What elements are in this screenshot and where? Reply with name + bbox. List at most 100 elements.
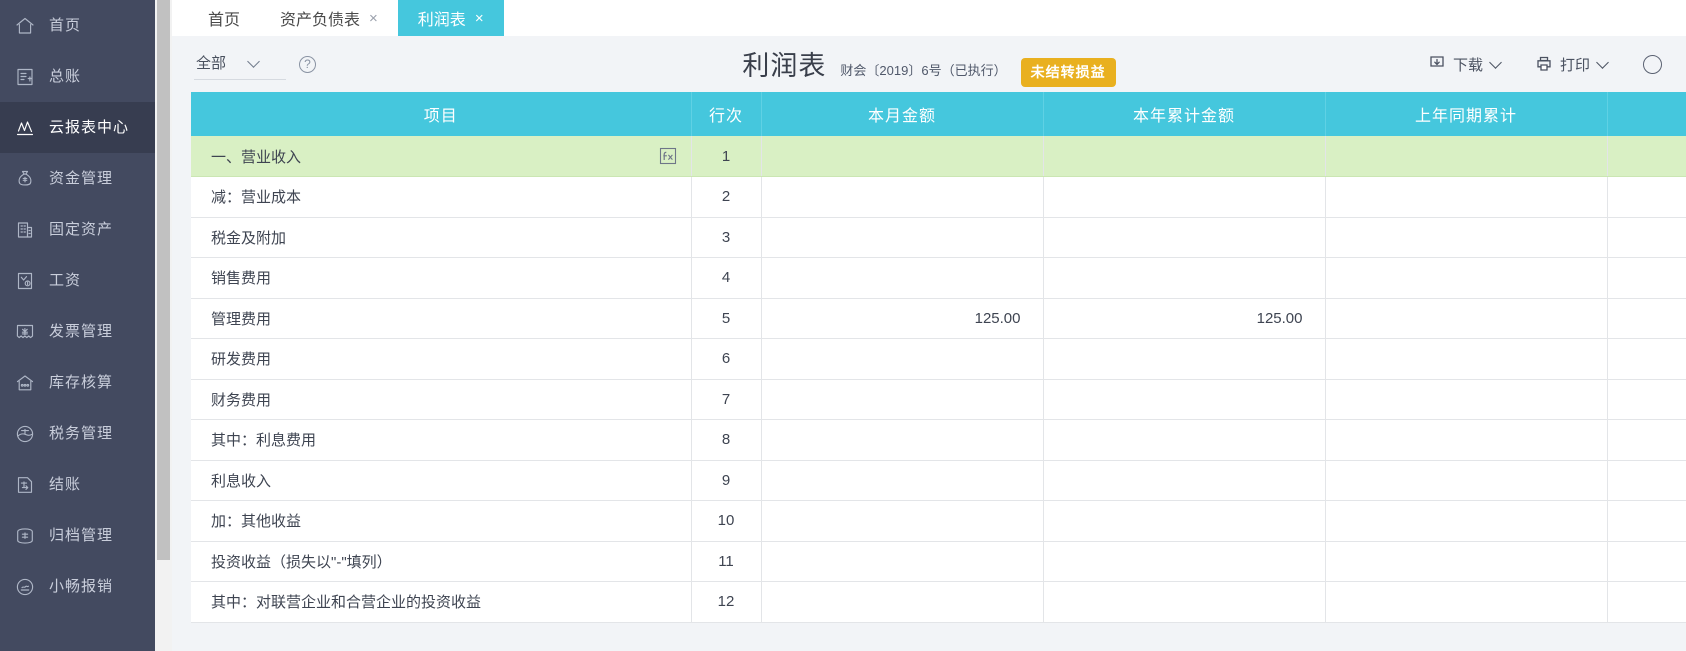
row-item-name[interactable]: 投资收益（损失以"-"填列） xyxy=(191,541,692,582)
row-value-month[interactable] xyxy=(761,257,1044,299)
sidebar-item-10[interactable]: 归档管理 xyxy=(0,510,155,561)
row-value-prev[interactable] xyxy=(1325,460,1608,501)
row-value-month[interactable] xyxy=(761,541,1044,582)
row-value-month[interactable] xyxy=(761,379,1044,420)
download-button[interactable]: 下载 xyxy=(1429,54,1502,75)
row-overflow-cell[interactable] xyxy=(1607,257,1686,299)
tab-2[interactable]: 利润表 × xyxy=(397,0,504,36)
row-item-name[interactable]: 利息收入 xyxy=(191,460,692,501)
row-value-prev[interactable] xyxy=(1325,298,1608,339)
row-value-prev[interactable] xyxy=(1325,500,1608,542)
row-item-name[interactable]: 减：营业成本 xyxy=(191,176,692,218)
row-item-name[interactable]: 加：其他收益 xyxy=(191,500,692,542)
row-value-year[interactable] xyxy=(1043,581,1326,623)
table-row[interactable]: 管理费用 5 125.00 125.00 xyxy=(191,298,1686,339)
row-value-year[interactable] xyxy=(1043,257,1326,299)
table-row[interactable]: 一、营业收入 1 xyxy=(191,136,1686,177)
row-value-month[interactable] xyxy=(761,176,1044,218)
row-overflow-cell[interactable] xyxy=(1607,136,1686,177)
row-item-name[interactable]: 其中：对联营企业和合营企业的投资收益 xyxy=(191,581,692,623)
row-value-month[interactable] xyxy=(761,460,1044,501)
sidebar-item-5[interactable]: 工资 xyxy=(0,255,155,306)
column-header-3[interactable]: 本年累计金额 xyxy=(1043,92,1326,136)
row-value-month[interactable] xyxy=(761,419,1044,461)
row-value-year[interactable] xyxy=(1043,176,1326,218)
sidebar-item-9[interactable]: 结账 xyxy=(0,459,155,510)
help-icon[interactable]: ? xyxy=(299,55,316,73)
row-item-name[interactable]: 一、营业收入 xyxy=(191,136,692,177)
row-overflow-cell[interactable] xyxy=(1607,541,1686,582)
row-value-month[interactable] xyxy=(761,500,1044,542)
sidebar-item-6[interactable]: 发票管理 xyxy=(0,306,155,357)
row-value-prev[interactable] xyxy=(1325,419,1608,461)
row-value-month[interactable]: 125.00 xyxy=(761,298,1044,339)
table-row[interactable]: 其中：对联营企业和合营企业的投资收益 12 xyxy=(191,581,1686,623)
row-item-name[interactable]: 财务费用 xyxy=(191,379,692,420)
sidebar-item-2[interactable]: 云报表中心 xyxy=(0,102,155,153)
sidebar-item-0[interactable]: 首页 xyxy=(0,0,155,51)
table-row[interactable]: 财务费用 7 xyxy=(191,379,1686,420)
formula-icon[interactable] xyxy=(659,147,677,165)
row-value-prev[interactable] xyxy=(1325,338,1608,380)
row-overflow-cell[interactable] xyxy=(1607,500,1686,542)
table-row[interactable]: 税金及附加 3 xyxy=(191,217,1686,258)
table-row[interactable]: 销售费用 4 xyxy=(191,257,1686,299)
column-header-2[interactable]: 本月金额 xyxy=(761,92,1044,136)
vertical-scrollbar-track[interactable] xyxy=(155,0,172,651)
sidebar-item-3[interactable]: 资金管理 xyxy=(0,153,155,204)
sidebar-item-4[interactable]: 固定资产 xyxy=(0,204,155,255)
row-value-prev[interactable] xyxy=(1325,581,1608,623)
close-icon[interactable]: × xyxy=(369,9,378,27)
sidebar-item-7[interactable]: 库存核算 xyxy=(0,357,155,408)
table-row[interactable]: 利息收入 9 xyxy=(191,460,1686,501)
row-value-prev[interactable] xyxy=(1325,257,1608,299)
row-overflow-cell[interactable] xyxy=(1607,176,1686,218)
row-item-name[interactable]: 销售费用 xyxy=(191,257,692,299)
vertical-scrollbar-thumb[interactable] xyxy=(157,0,170,560)
row-value-prev[interactable] xyxy=(1325,379,1608,420)
row-value-prev[interactable] xyxy=(1325,176,1608,218)
row-overflow-cell[interactable] xyxy=(1607,460,1686,501)
column-header-0[interactable]: 项目 xyxy=(191,92,692,136)
table-row[interactable]: 其中：利息费用 8 xyxy=(191,419,1686,461)
row-value-year[interactable]: 125.00 xyxy=(1043,298,1326,339)
row-value-month[interactable] xyxy=(761,136,1044,177)
row-value-year[interactable] xyxy=(1043,500,1326,542)
row-value-year[interactable] xyxy=(1043,136,1326,177)
table-row[interactable]: 加：其他收益 10 xyxy=(191,500,1686,542)
row-overflow-cell[interactable] xyxy=(1607,217,1686,258)
row-value-prev[interactable] xyxy=(1325,541,1608,582)
column-header-1[interactable]: 行次 xyxy=(691,92,762,136)
table-row[interactable]: 投资收益（损失以"-"填列） 11 xyxy=(191,541,1686,582)
close-icon[interactable]: × xyxy=(474,9,484,27)
row-overflow-cell[interactable] xyxy=(1607,419,1686,461)
row-item-name[interactable]: 税金及附加 xyxy=(191,217,692,258)
sidebar-item-1[interactable]: 总账 xyxy=(0,51,155,102)
row-overflow-cell[interactable] xyxy=(1607,581,1686,623)
row-value-year[interactable] xyxy=(1043,419,1326,461)
sidebar-item-8[interactable]: 税务管理 xyxy=(0,408,155,459)
row-value-year[interactable] xyxy=(1043,338,1326,380)
row-value-month[interactable] xyxy=(761,581,1044,623)
row-item-name[interactable]: 管理费用 xyxy=(191,298,692,339)
sidebar-item-11[interactable]: 小畅报销 xyxy=(0,561,155,612)
tab-1[interactable]: 资产负债表 × xyxy=(260,0,398,36)
row-overflow-cell[interactable] xyxy=(1607,379,1686,420)
print-button[interactable]: 打印 xyxy=(1536,54,1609,75)
column-header-4[interactable]: 上年同期累计 xyxy=(1325,92,1608,136)
row-overflow-cell[interactable] xyxy=(1607,298,1686,339)
row-item-name[interactable]: 研发费用 xyxy=(191,338,692,380)
row-value-year[interactable] xyxy=(1043,541,1326,582)
table-row[interactable]: 研发费用 6 xyxy=(191,338,1686,380)
row-value-year[interactable] xyxy=(1043,217,1326,258)
row-value-year[interactable] xyxy=(1043,379,1326,420)
row-item-name[interactable]: 其中：利息费用 xyxy=(191,419,692,461)
row-value-year[interactable] xyxy=(1043,460,1326,501)
row-value-month[interactable] xyxy=(761,338,1044,380)
scope-filter-select[interactable]: 全部 xyxy=(194,49,286,80)
row-value-prev[interactable] xyxy=(1325,217,1608,258)
row-value-month[interactable] xyxy=(761,217,1044,258)
table-row[interactable]: 减：营业成本 2 xyxy=(191,176,1686,218)
row-value-prev[interactable] xyxy=(1325,136,1608,177)
tab-0[interactable]: 首页 xyxy=(188,0,260,36)
